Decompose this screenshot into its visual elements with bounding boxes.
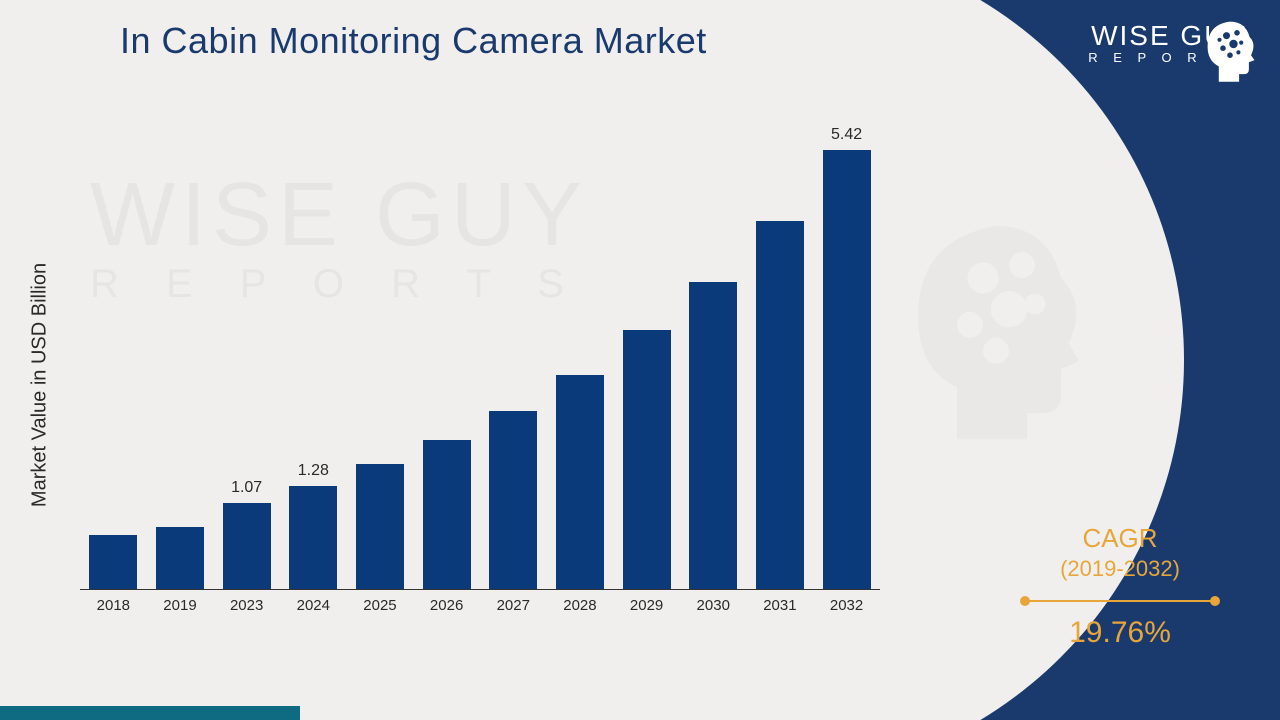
- x-tick-label: 2029: [617, 597, 677, 614]
- bar-wrap: 1.07: [217, 479, 277, 590]
- bar-wrap: [150, 503, 210, 590]
- bar: [156, 527, 204, 590]
- bar: [689, 282, 737, 590]
- x-labels-container: 2018 2019 2023 2024 2025 2026 2027 2028 2029 2030…: [80, 590, 880, 620]
- bar: [756, 221, 804, 590]
- x-tick-label: 2032: [817, 597, 877, 614]
- bar-wrap: [683, 258, 743, 590]
- bar: [489, 411, 537, 590]
- bar-wrap: [617, 306, 677, 590]
- cagr-block: CAGR (2019-2032) 19.76%: [1000, 523, 1240, 650]
- bar-value-label: 5.42: [831, 126, 862, 146]
- x-tick-label: 2025: [350, 597, 410, 614]
- bar-wrap: 5.42: [817, 126, 877, 590]
- cagr-label: CAGR: [1000, 523, 1240, 554]
- bar-wrap: [483, 387, 543, 590]
- plot-region: 1.071.285.42: [80, 150, 880, 590]
- bar-wrap: [417, 416, 477, 590]
- bar: [623, 330, 671, 590]
- bar-value-label: 1.07: [231, 479, 262, 499]
- bar: [556, 375, 604, 590]
- chart-title: In Cabin Monitoring Camera Market: [120, 20, 707, 62]
- x-tick-label: 2026: [417, 597, 477, 614]
- x-tick-label: 2019: [150, 597, 210, 614]
- x-tick-label: 2028: [550, 597, 610, 614]
- bar-wrap: [750, 197, 810, 590]
- x-tick-label: 2031: [750, 597, 810, 614]
- bar: [423, 440, 471, 590]
- x-tick-label: 2023: [217, 597, 277, 614]
- bar-wrap: [83, 511, 143, 590]
- canvas: WISE GUY R E P O R T S In Cabin Monitori…: [0, 0, 1280, 720]
- bar-value-label: 1.28: [298, 462, 329, 482]
- chart-area: Market Value in USD Billion 1.071.285.42…: [50, 150, 880, 620]
- bar: [823, 150, 871, 590]
- bottom-accent-strip: [0, 706, 300, 720]
- bar: [356, 464, 404, 590]
- bar-wrap: [350, 440, 410, 590]
- bar: [223, 503, 271, 590]
- cagr-value: 19.76%: [1000, 616, 1240, 650]
- bars-container: 1.071.285.42: [80, 150, 880, 590]
- logo-head-icon: [1188, 16, 1258, 86]
- brand-logo: WISE GUY R E P O R T S: [1088, 20, 1250, 65]
- bar: [289, 486, 337, 590]
- x-tick-label: 2027: [483, 597, 543, 614]
- cagr-years: (2019-2032): [1000, 556, 1240, 582]
- y-axis-label: Market Value in USD Billion: [29, 263, 52, 507]
- x-tick-label: 2030: [683, 597, 743, 614]
- bar-wrap: 1.28: [283, 462, 343, 590]
- bar-wrap: [550, 351, 610, 590]
- x-tick-label: 2024: [283, 597, 343, 614]
- x-tick-label: 2018: [83, 597, 143, 614]
- cagr-divider-line: [1025, 600, 1215, 602]
- bar: [89, 535, 137, 590]
